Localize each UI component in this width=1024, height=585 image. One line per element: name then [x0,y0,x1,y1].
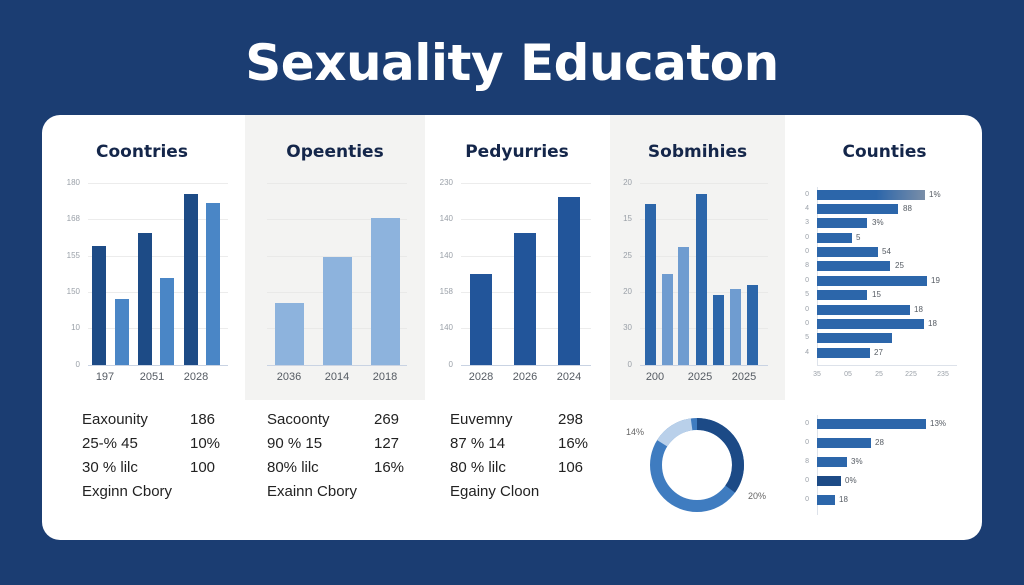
x-tick: 05 [844,371,852,378]
bar [817,319,924,329]
x-tick: 2051 [139,371,165,383]
bar-chart-opeenties: 2036 2014 2018 [267,183,407,383]
x-tick: 235 [937,371,949,378]
donut-label: 14% [626,427,645,437]
bar [817,348,870,358]
bar [206,203,220,365]
y-tick: 158 [439,287,453,296]
bar-chart-pedyurries: 230 140 140 158 140 0 2028 2026 2024 [440,178,591,383]
donut-svg [650,417,744,512]
bar [817,495,835,505]
y-tick: 15 [623,214,632,223]
x-tick: 2036 [276,371,302,383]
bar [160,278,174,365]
bar [817,438,871,448]
bar [817,419,926,429]
x-tick: 35 [813,371,821,378]
x-tick: 2018 [372,371,398,383]
panel-sobmihies: Sobmihies 20 15 25 20 30 0 200 2025 2025 [610,115,785,540]
bar [817,305,910,315]
panel-title: Opeenties [286,142,384,162]
y-tick: 155 [66,251,80,260]
bar [817,261,890,271]
x-tick: 197 [95,371,115,383]
y-tick: 150 [66,287,80,296]
y-tick: 0 [627,360,632,369]
bar [817,276,927,286]
panel-counties: Counties 0 1% 4 88 3 3% 0 5 [787,115,982,540]
bar [817,290,867,300]
bar [817,233,852,243]
y-tick: 180 [66,178,80,187]
y-tick: 25 [623,251,632,260]
bar [817,457,847,467]
y-tick: 140 [439,323,453,332]
bar [713,295,724,365]
bar [817,204,898,214]
x-tick: 225 [905,371,917,378]
bar [275,303,304,365]
panel-opeenties: Opeenties 2036 2014 2018 [245,115,425,540]
y-tick: 10 [71,323,80,332]
bar [645,204,656,365]
x-tick: 200 [645,371,665,383]
y-tick: 30 [623,323,632,332]
bar [817,476,841,486]
panel-title: Sobmihies [647,142,748,162]
hbar-chart-bottom: 0 13% 0 28 8 3% 0 0% 0 18 [805,415,947,515]
y-tick: 140 [439,214,453,223]
bar [323,257,352,365]
y-tick: 20 [623,178,632,187]
y-tick: 230 [439,178,453,187]
y-tick: 20 [623,287,632,296]
x-tick: 2025 [731,371,757,383]
page-title: Sexuality Educaton [245,34,779,92]
bar [696,194,707,365]
bar [371,218,400,365]
y-tick: 168 [66,214,80,223]
donut-label: 20% [748,491,767,501]
bar [92,246,106,365]
dashboard-card: Coontries 180 168 155 150 10 0 197 2051 … [42,115,982,540]
donut-chart [647,415,747,515]
bar [817,333,892,343]
panel-pedyurries: Pedyurries 230 140 140 158 140 0 2028 20… [427,115,607,540]
panel-coontries: Coontries 180 168 155 150 10 0 197 2051 … [42,115,242,540]
hbar-chart-counties: 0 1% 4 88 3 3% 0 5 0 54 [805,187,957,378]
bar [558,197,580,365]
x-tick: 2024 [556,371,582,383]
panel-title: Coontries [96,142,188,162]
x-tick: 2014 [324,371,350,383]
bar [678,247,689,365]
x-tick: 2026 [512,371,538,383]
bar [470,274,492,365]
bar-chart-sobmihies: 20 15 25 20 30 0 200 2025 2025 [623,178,768,383]
bar [115,299,129,365]
bar [817,218,867,228]
bar [514,233,536,365]
bar [747,285,758,365]
panel-title: Counties [842,142,927,162]
y-tick: 140 [439,251,453,260]
y-tick: 0 [448,360,453,369]
bar [184,194,198,365]
bar [662,274,673,365]
x-tick: 2025 [687,371,713,383]
bar-chart-coontries: 180 168 155 150 10 0 197 2051 2028 [67,178,228,383]
bar [817,190,925,200]
x-tick: 2028 [183,371,209,383]
bar [817,247,878,257]
x-tick: 2028 [468,371,494,383]
x-tick: 25 [875,371,883,378]
bar [138,233,152,365]
y-tick: 0 [75,360,80,369]
bar [730,289,741,365]
panel-title: Pedyurries [465,142,569,162]
